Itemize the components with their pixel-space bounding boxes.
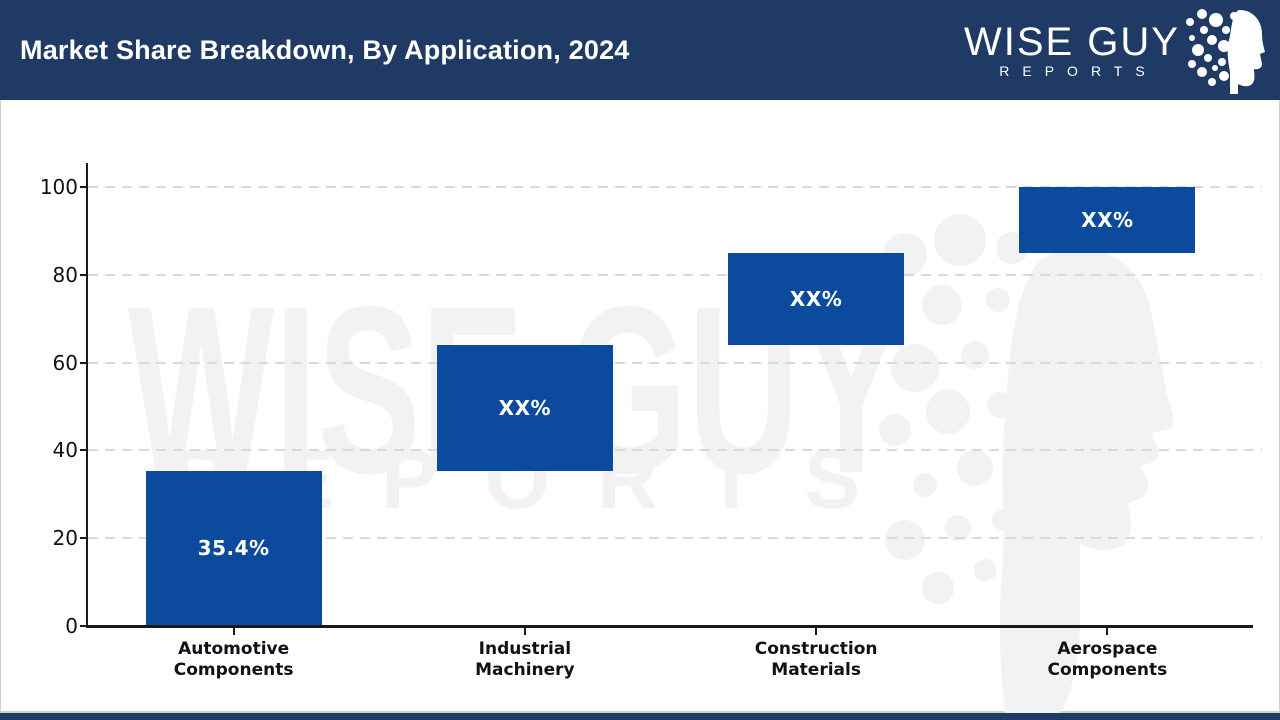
brand-logo: WISE GUY REPORTS — [964, 6, 1266, 94]
footer-bar — [0, 713, 1280, 720]
brand-head-icon — [1186, 9, 1265, 94]
chart-area — [0, 100, 1280, 713]
brand-name: WISE GUY — [963, 20, 1180, 64]
brand-subtitle: REPORTS — [999, 63, 1158, 79]
page-title: Market Share Breakdown, By Application, … — [20, 34, 630, 65]
brand-wordmark: WISE GUY REPORTS — [964, 21, 1180, 79]
header-bar: Market Share Breakdown, By Application, … — [0, 0, 1280, 100]
